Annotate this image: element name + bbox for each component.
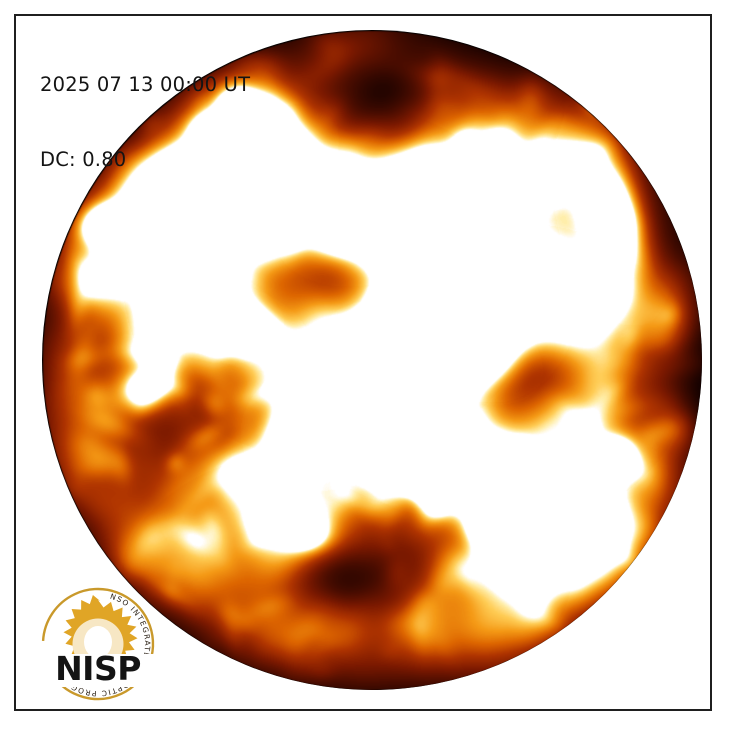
annotation-block: 2025 07 13 00:00 UT DC: 0.80 [40,22,250,222]
duty-cycle-label: DC: 0.80 [40,148,127,171]
logo-wordmark-plate [40,654,156,687]
timestamp-label: 2025 07 13 00:00 UT [40,73,251,96]
solar-disk [42,30,702,690]
nisp-logo: NSO INTEGRATED SYNOPTIC PROGRAM NISP [34,580,162,708]
logo-acronym: NISP [55,649,141,688]
solar-heatmap-canvas [42,30,702,690]
disk-container [16,16,710,709]
logo-core [84,626,112,658]
axes-frame: 2025 07 13 00:00 UT DC: 0.80 NSO INTEGRA… [14,14,712,711]
logo-outer-ring [41,587,155,701]
